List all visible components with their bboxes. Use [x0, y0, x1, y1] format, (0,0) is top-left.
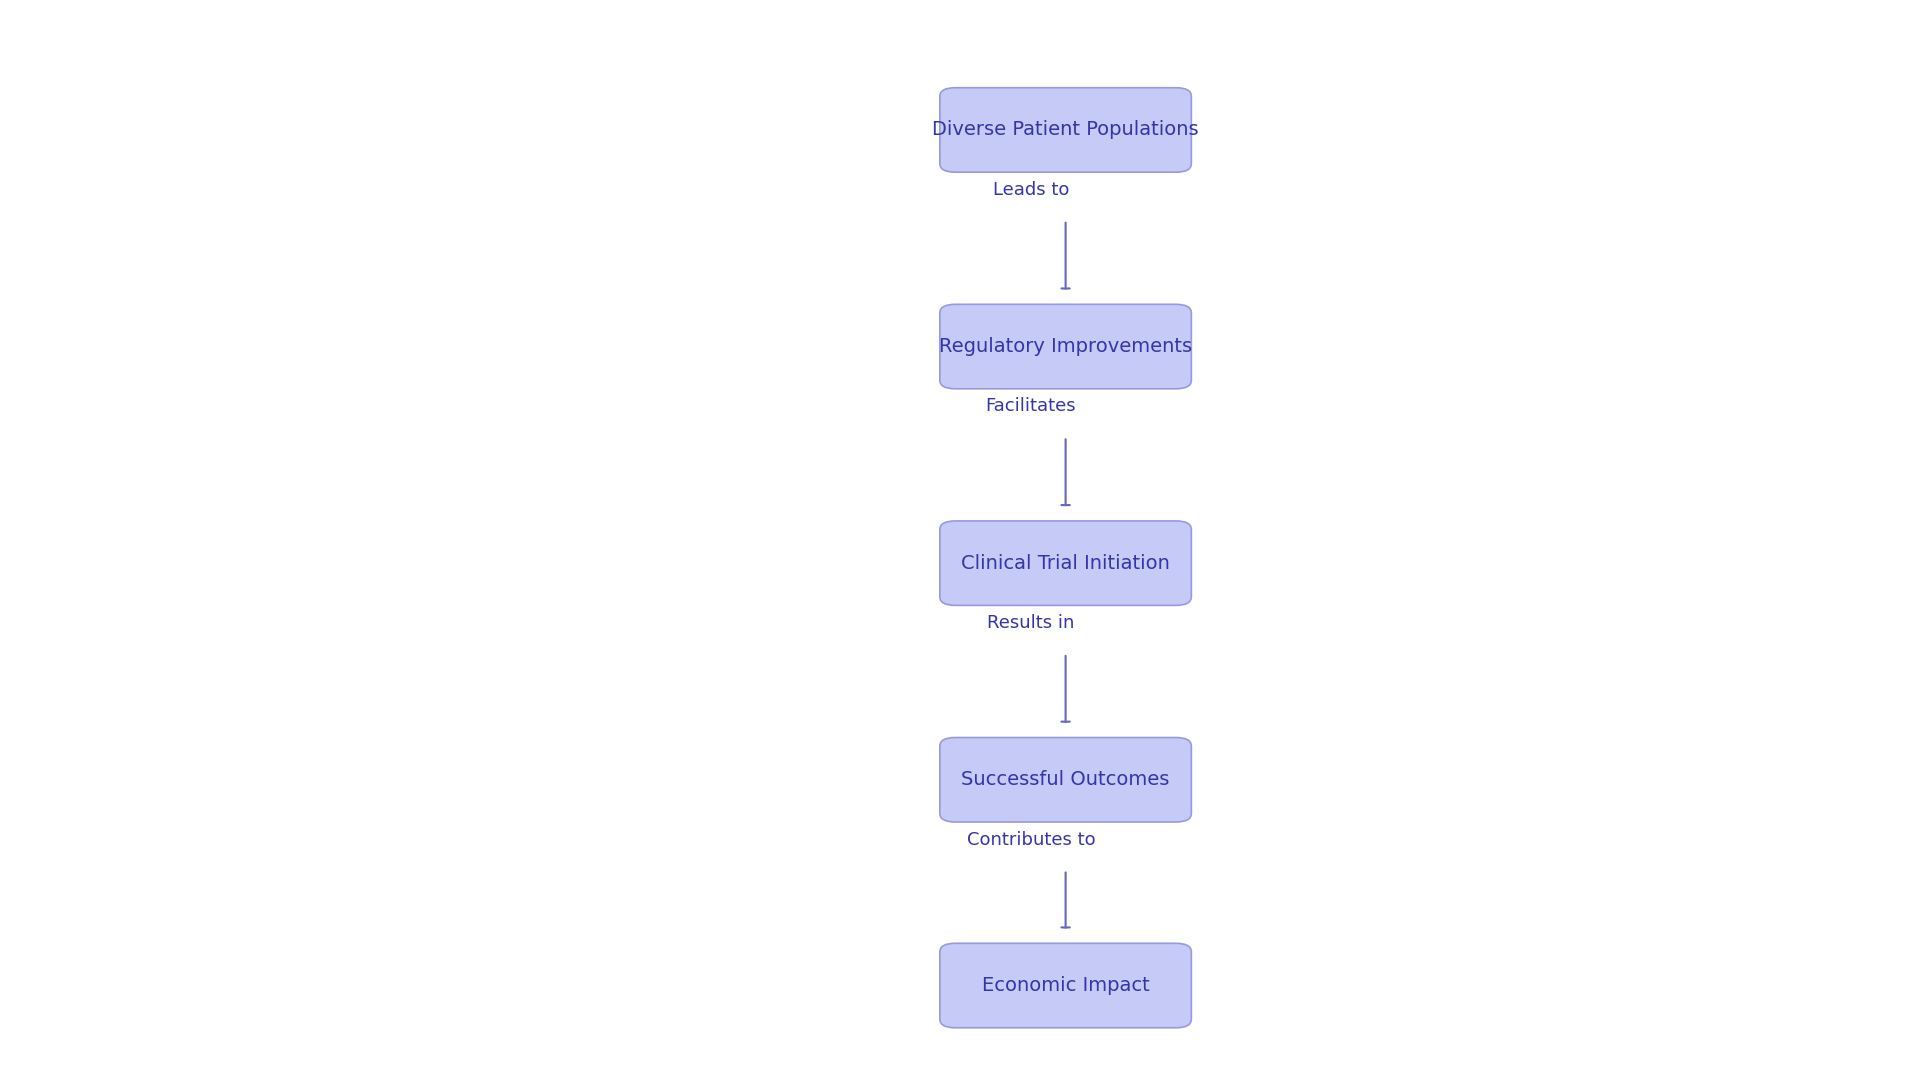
FancyBboxPatch shape [941, 304, 1190, 389]
Text: Regulatory Improvements: Regulatory Improvements [939, 337, 1192, 356]
Text: Diverse Patient Populations: Diverse Patient Populations [933, 120, 1198, 140]
Text: Economic Impact: Economic Impact [981, 976, 1150, 995]
Text: Leads to: Leads to [993, 181, 1069, 199]
FancyBboxPatch shape [941, 943, 1190, 1028]
Text: Clinical Trial Initiation: Clinical Trial Initiation [962, 553, 1169, 573]
Text: Results in: Results in [987, 614, 1075, 632]
FancyBboxPatch shape [941, 521, 1190, 605]
FancyBboxPatch shape [941, 88, 1190, 172]
FancyBboxPatch shape [941, 738, 1190, 822]
Text: Facilitates: Facilitates [985, 397, 1077, 416]
Text: Contributes to: Contributes to [968, 831, 1094, 849]
Text: Successful Outcomes: Successful Outcomes [962, 770, 1169, 790]
